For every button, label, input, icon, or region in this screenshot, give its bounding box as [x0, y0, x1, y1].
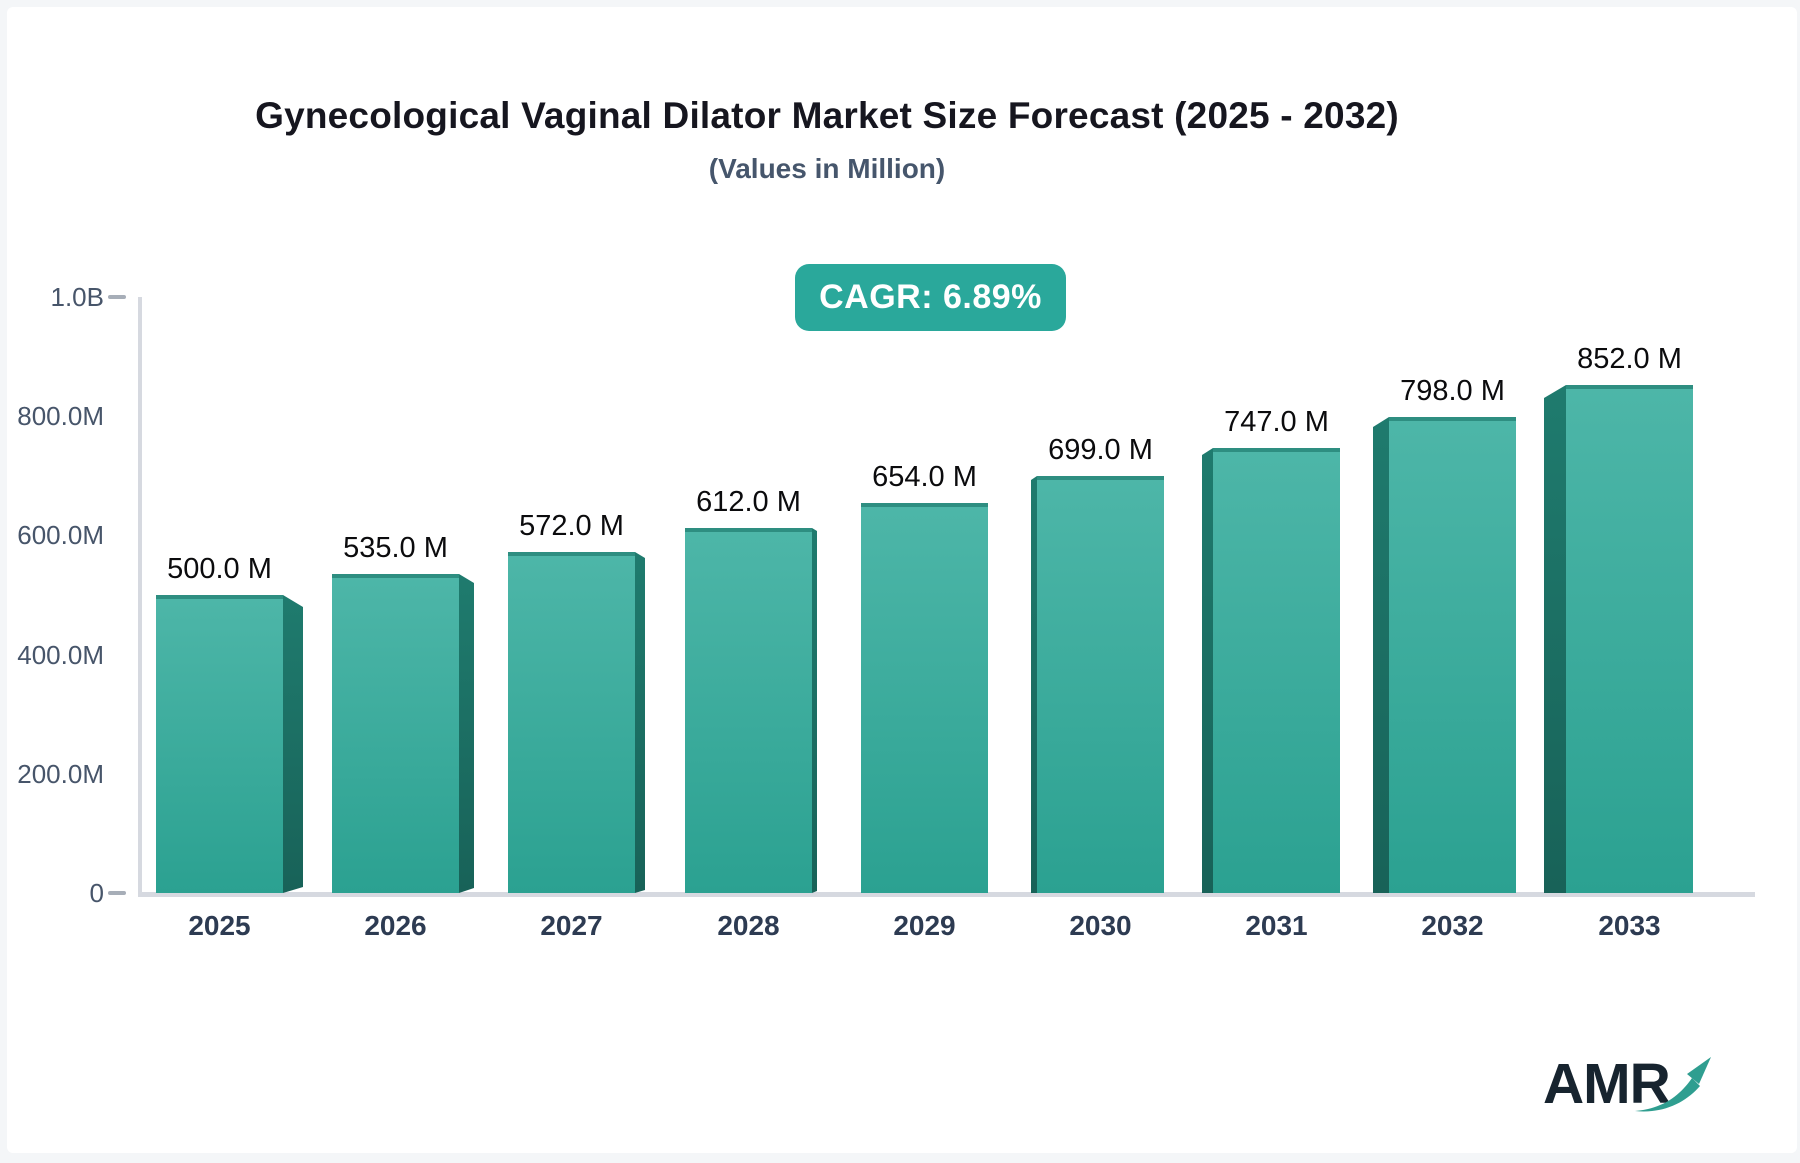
- x-axis-category-label: 2030: [1069, 910, 1132, 941]
- amr-logo: AMR: [1543, 1051, 1783, 1141]
- bar-3d-side: [1544, 385, 1566, 893]
- cagr-badge-label: CAGR: 6.89%: [819, 278, 1042, 316]
- y-axis-tick-label: 0: [89, 878, 104, 908]
- bar-3d-side: [635, 552, 645, 893]
- bar: [685, 528, 812, 893]
- y-axis-tick-mark: [108, 295, 126, 299]
- growth-arrow-icon: [1635, 1057, 1711, 1112]
- x-axis-category-label: 2028: [717, 910, 780, 941]
- bar-chart: 1.0B 800.0M 600.0M 400.0M 200.0M 0 500.0 M 2025…: [7, 7, 1800, 1163]
- bar: [1037, 476, 1164, 893]
- chart-card: Gynecological Vaginal Dilator Market Siz…: [7, 7, 1797, 1153]
- bar: [1213, 448, 1340, 893]
- y-axis-tick-label: 400.0M: [17, 639, 104, 670]
- bar: [156, 595, 283, 893]
- bar: [508, 552, 635, 893]
- bar-3d-side: [1373, 417, 1389, 893]
- bar: [861, 503, 988, 893]
- bar-3d-side: [812, 528, 817, 893]
- bar-value-label: 500.0 M: [167, 553, 272, 585]
- chart-header: Gynecological Vaginal Dilator Market Siz…: [37, 95, 1617, 185]
- page-title: Gynecological Vaginal Dilator Market Siz…: [255, 95, 1399, 136]
- page-subtitle: (Values in Million): [708, 153, 946, 184]
- x-axis-category-label: 2033: [1598, 910, 1661, 941]
- y-axis-line: [138, 297, 142, 897]
- bar: [1389, 417, 1516, 893]
- cagr-badge: CAGR: 6.89%: [795, 264, 1066, 331]
- bar-value-label: 798.0 M: [1400, 375, 1505, 407]
- x-axis-category-label: 2031: [1245, 910, 1308, 941]
- x-axis-category-label: 2029: [893, 910, 956, 941]
- bar-value-label: 654.0 M: [872, 461, 977, 493]
- logo-text: AMR: [1543, 1052, 1671, 1116]
- bar-value-label: 572.0 M: [519, 510, 624, 542]
- y-axis-tick-label: 200.0M: [17, 758, 104, 789]
- bar-value-label: 612.0 M: [696, 486, 801, 518]
- bar-value-label: 699.0 M: [1048, 434, 1153, 466]
- y-axis-tick-label: 600.0M: [17, 520, 104, 551]
- bar-value-label: 747.0 M: [1224, 406, 1329, 438]
- bar-3d-side: [1031, 476, 1037, 893]
- bar: [332, 574, 459, 893]
- y-axis-tick-mark: [108, 891, 126, 895]
- x-axis-category-label: 2026: [364, 910, 427, 941]
- bar-3d-side: [283, 595, 303, 893]
- bar-3d-side: [459, 574, 474, 893]
- y-axis-tick-label: 800.0M: [17, 401, 104, 432]
- bar-3d-side: [1202, 448, 1213, 893]
- x-axis-line: [138, 892, 1755, 897]
- bar-value-label: 535.0 M: [343, 532, 448, 564]
- bar-value-label: 852.0 M: [1577, 343, 1682, 375]
- x-axis-category-label: 2027: [540, 910, 603, 941]
- x-axis-category-label: 2025: [188, 910, 251, 941]
- bar: [1566, 385, 1693, 893]
- x-axis-category-label: 2032: [1421, 910, 1484, 941]
- y-axis-tick-label: 1.0B: [50, 282, 105, 312]
